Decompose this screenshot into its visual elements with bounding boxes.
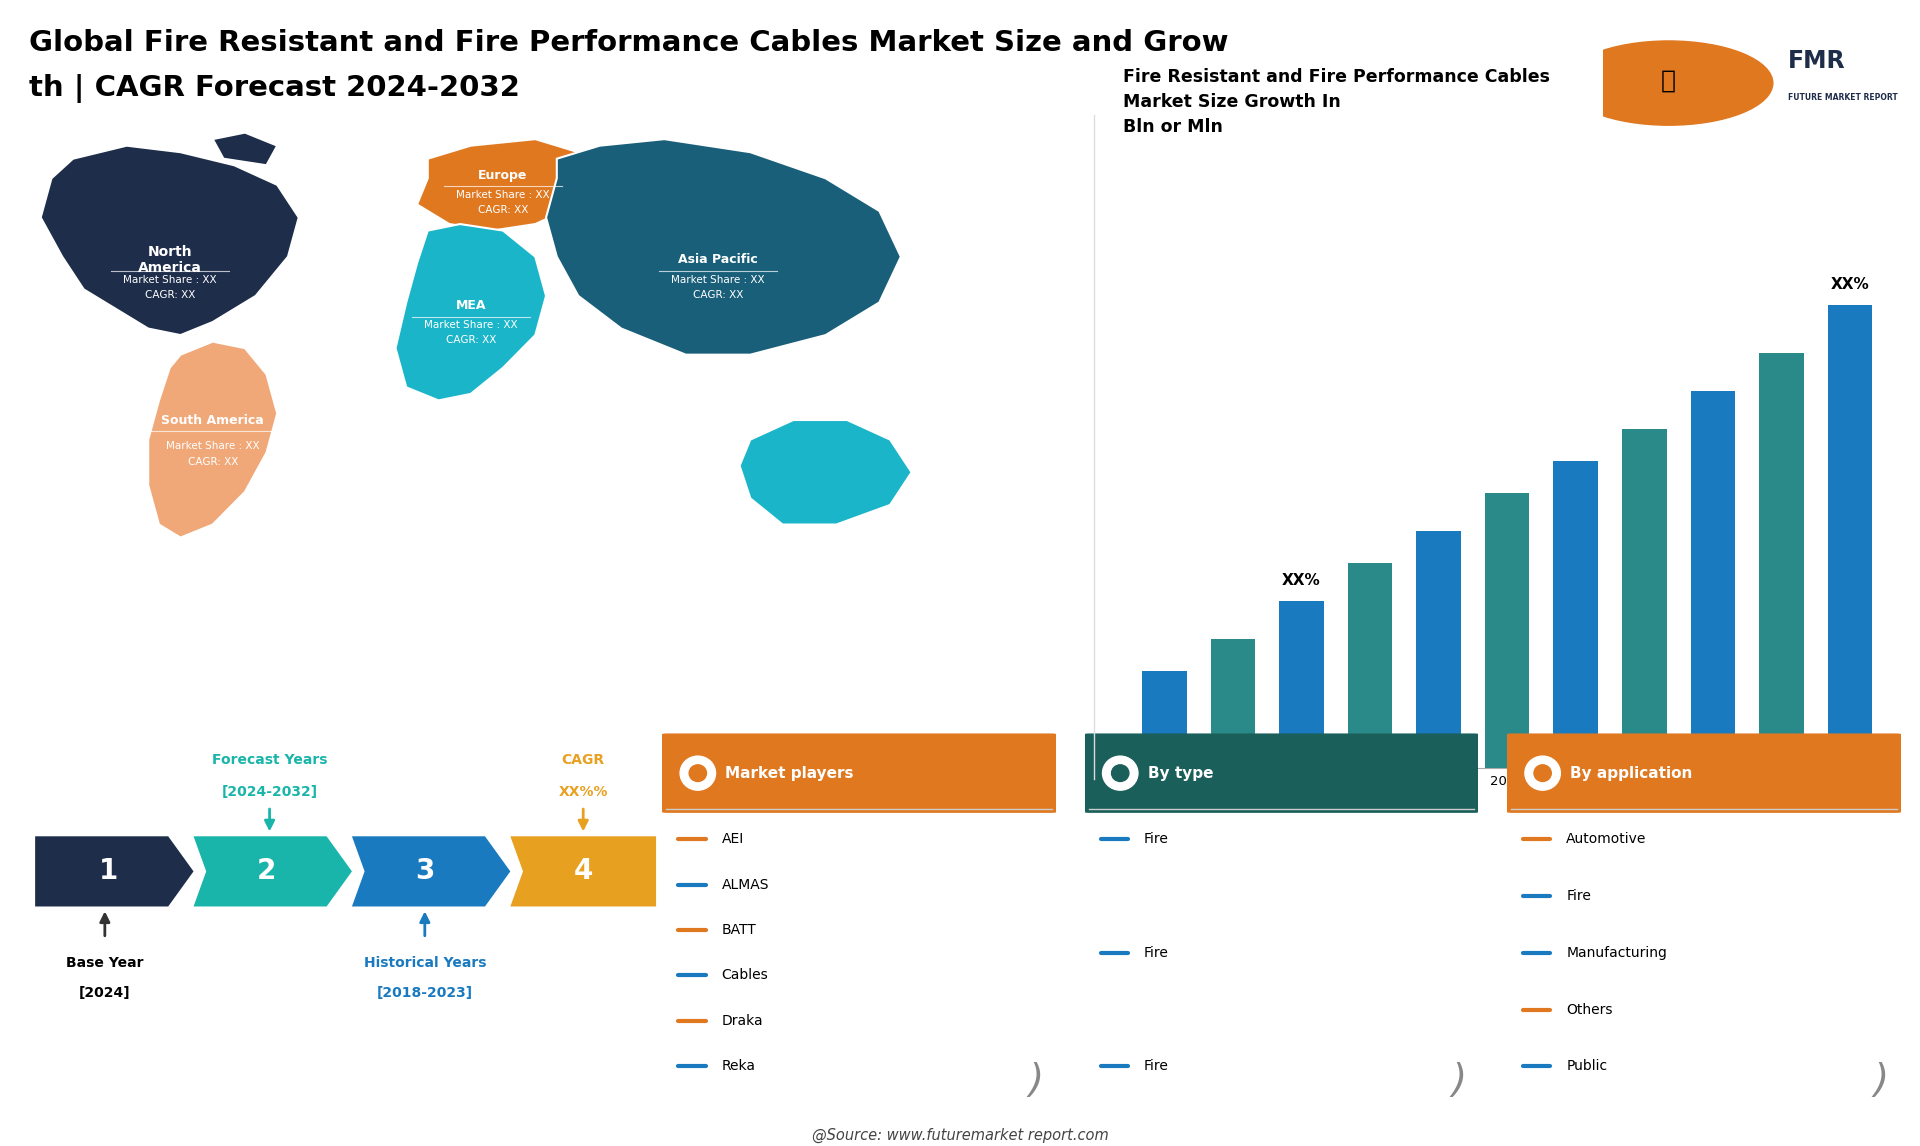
Text: Market Share : XX: Market Share : XX	[457, 189, 549, 199]
Text: Draka: Draka	[722, 1014, 762, 1028]
Bar	[1348, 564, 1392, 768]
Text: 2: 2	[257, 857, 276, 886]
Text: FMR: FMR	[1788, 49, 1845, 73]
Bar	[1417, 531, 1461, 768]
Text: Fire: Fire	[1567, 889, 1592, 903]
Text: CAGR: XX: CAGR: XX	[445, 336, 495, 345]
Polygon shape	[35, 837, 194, 906]
Text: North
America: North America	[138, 245, 202, 275]
Text: BATT: BATT	[722, 923, 756, 937]
Text: FUTURE MARKET REPORT: FUTURE MARKET REPORT	[1788, 93, 1897, 102]
Text: [2024-2032]: [2024-2032]	[221, 785, 317, 799]
Bar	[1484, 494, 1530, 768]
Polygon shape	[511, 837, 657, 906]
Text: Forecast Years: Forecast Years	[211, 753, 326, 767]
Circle shape	[1112, 764, 1129, 782]
Text: th | CAGR Forecast 2024-2032: th | CAGR Forecast 2024-2032	[29, 74, 520, 103]
Bar	[1692, 391, 1736, 768]
Text: Cables: Cables	[722, 968, 768, 982]
Text: CAGR: XX: CAGR: XX	[478, 205, 528, 214]
Text: Market players: Market players	[726, 766, 854, 780]
Bar	[1759, 353, 1803, 768]
Text: ): )	[1874, 1062, 1889, 1100]
Bar	[1828, 305, 1872, 768]
Polygon shape	[213, 133, 276, 165]
Text: AEI: AEI	[722, 832, 743, 847]
Circle shape	[1565, 41, 1772, 125]
Text: By type: By type	[1148, 766, 1213, 780]
Text: MEA: MEA	[455, 299, 486, 312]
Text: Europe: Europe	[478, 168, 528, 181]
Circle shape	[689, 764, 707, 782]
Text: [2024]: [2024]	[79, 986, 131, 999]
Bar	[1622, 429, 1667, 768]
Text: Fire: Fire	[1144, 832, 1169, 847]
Text: Public: Public	[1567, 1059, 1607, 1074]
Text: Market Share : XX: Market Share : XX	[165, 441, 259, 452]
Polygon shape	[739, 421, 912, 525]
Text: CAGR: XX: CAGR: XX	[144, 290, 196, 299]
Text: Others: Others	[1567, 1003, 1613, 1017]
Bar	[1142, 670, 1187, 768]
Text: Market Share : XX: Market Share : XX	[123, 275, 217, 284]
FancyBboxPatch shape	[655, 733, 1064, 813]
Circle shape	[1102, 756, 1139, 791]
Text: ): )	[1029, 1062, 1044, 1100]
FancyBboxPatch shape	[1597, 21, 1907, 146]
Bar	[1212, 638, 1256, 768]
Text: South America: South America	[161, 414, 265, 426]
Text: ): )	[1452, 1062, 1467, 1100]
Polygon shape	[545, 139, 900, 355]
Text: CAGR: XX: CAGR: XX	[693, 290, 743, 299]
Polygon shape	[194, 837, 351, 906]
Text: Market Share : XX: Market Share : XX	[672, 275, 764, 284]
Text: 👤: 👤	[1661, 69, 1676, 93]
Text: Global Fire Resistant and Fire Performance Cables Market Size and Grow: Global Fire Resistant and Fire Performan…	[29, 29, 1229, 56]
Polygon shape	[351, 837, 511, 906]
Text: 1: 1	[98, 857, 117, 886]
Text: Market Share : XX: Market Share : XX	[424, 320, 518, 330]
Text: Fire: Fire	[1144, 945, 1169, 960]
FancyBboxPatch shape	[1077, 733, 1486, 813]
Text: Automotive: Automotive	[1567, 832, 1647, 847]
Text: Manufacturing: Manufacturing	[1567, 945, 1667, 960]
Polygon shape	[148, 342, 276, 537]
Text: 3: 3	[415, 857, 434, 886]
Text: 4: 4	[574, 857, 593, 886]
Text: @Source: www.futuremarket report.com: @Source: www.futuremarket report.com	[812, 1129, 1108, 1144]
Bar	[1553, 461, 1597, 768]
Text: XX%: XX%	[1283, 573, 1321, 588]
Circle shape	[1534, 764, 1551, 782]
Text: XX%%: XX%%	[559, 785, 609, 799]
Circle shape	[680, 756, 716, 791]
Text: ALMAS: ALMAS	[722, 878, 768, 892]
Text: Base Year: Base Year	[65, 956, 144, 970]
Polygon shape	[40, 146, 300, 335]
Text: Fire Resistant and Fire Performance Cables
Market Size Growth In
Bln or Mln: Fire Resistant and Fire Performance Cabl…	[1123, 69, 1549, 136]
Text: [2018-2023]: [2018-2023]	[376, 986, 472, 999]
Polygon shape	[417, 139, 599, 230]
Circle shape	[1524, 756, 1561, 791]
Bar	[1279, 601, 1323, 768]
Text: Fire: Fire	[1144, 1059, 1169, 1074]
Text: CAGR: CAGR	[563, 753, 605, 767]
Text: CAGR: XX: CAGR: XX	[188, 457, 238, 468]
Polygon shape	[396, 225, 545, 400]
Text: By application: By application	[1571, 766, 1693, 780]
Text: Asia Pacific: Asia Pacific	[678, 253, 758, 267]
Text: Historical Years: Historical Years	[363, 956, 486, 970]
Text: Reka: Reka	[722, 1059, 755, 1074]
FancyBboxPatch shape	[1500, 733, 1908, 813]
Text: XX%: XX%	[1830, 276, 1870, 291]
